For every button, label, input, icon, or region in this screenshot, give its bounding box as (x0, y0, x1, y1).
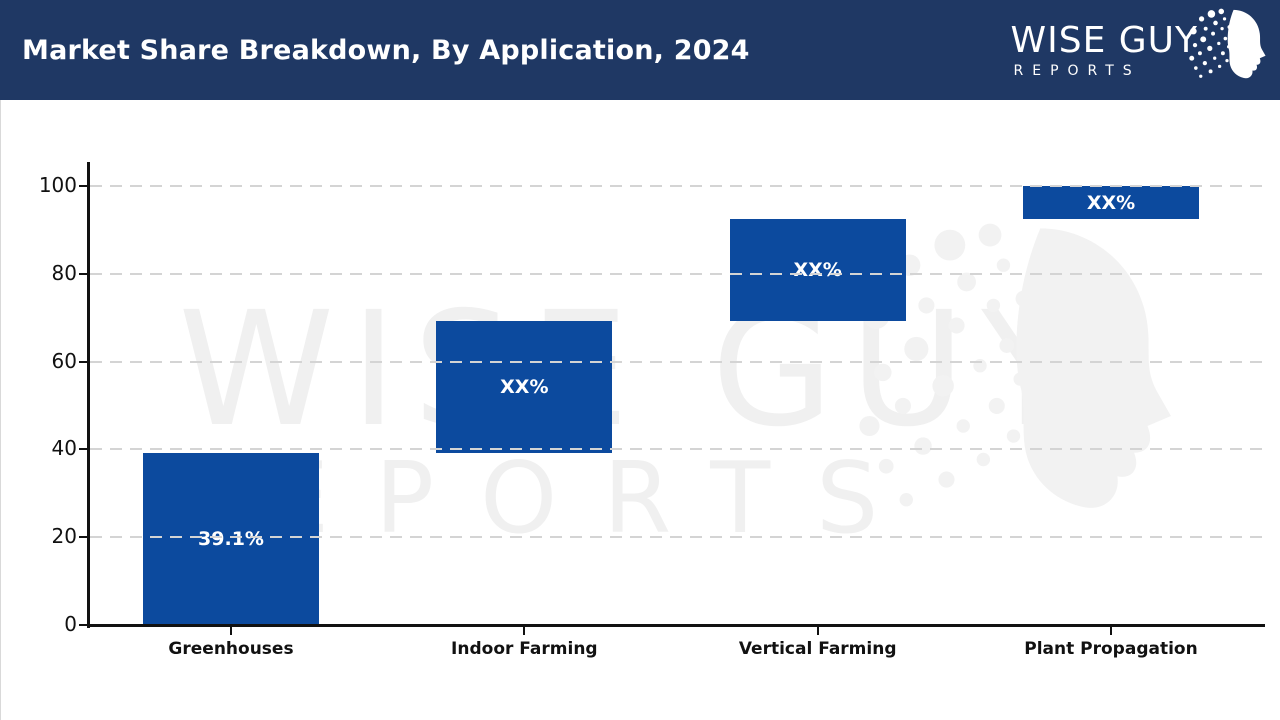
y-tickmark-100 (79, 185, 88, 187)
gridline-20 (90, 536, 1265, 539)
gridline-40 (90, 448, 1265, 451)
logo-text: WISE GUY REPORTS (1010, 19, 1199, 79)
y-tick-label-100: 100 (38, 173, 77, 197)
watermark-face-icon (859, 223, 1171, 508)
y-tick-label-60: 60 (51, 348, 77, 373)
bar-label-greenhouses: 39.1% (198, 528, 264, 551)
logo-wordmark: WISE GUY (1010, 19, 1198, 61)
y-axis-line (87, 162, 90, 628)
bar-vertical-farming: XX% (729, 219, 906, 322)
x-axis-label-plant-propagation: Plant Propagation (1024, 639, 1198, 659)
logo-subtext: REPORTS (1013, 62, 1141, 79)
bar-label-indoor-farming: XX% (500, 376, 549, 399)
y-tick-label-0: 0 (64, 612, 77, 636)
chart-title: Market Share Breakdown, By Application, … (22, 34, 750, 66)
bar-indoor-farming: XX% (436, 321, 613, 454)
x-tickmark-vertical-farming (816, 627, 819, 635)
x-tickmark-indoor-farming (523, 627, 526, 635)
x-axis-label-indoor-farming: Indoor Farming (451, 639, 598, 659)
x-axis-label-vertical-farming: Vertical Farming (738, 639, 897, 659)
y-tickmark-40 (79, 448, 88, 451)
x-tickmark-plant-propagation (1109, 627, 1112, 635)
wiseguy-logo: WISE GUY REPORTS (1011, 7, 1269, 93)
y-tickmark-0 (79, 624, 88, 626)
gridline-100 (90, 185, 1265, 187)
x-axis-label-greenhouses: Greenhouses (168, 639, 294, 659)
y-tickmark-60 (79, 360, 88, 363)
bar-label-vertical-farming: XX% (793, 259, 842, 282)
x-axis-line (87, 624, 1265, 627)
wiseguy-face-icon (1189, 8, 1266, 79)
header-bar: Market Share Breakdown, By Application, … (0, 0, 1280, 100)
y-tick-label-40: 40 (51, 436, 77, 461)
bar-label-plant-propagation: XX% (1086, 191, 1136, 214)
bar-plant-propagation: XX% (1022, 186, 1199, 220)
y-tick-label-20: 20 (51, 524, 77, 549)
y-tickmark-80 (79, 272, 88, 275)
gridline-80 (90, 272, 1265, 275)
y-tick-label-80: 80 (51, 260, 77, 285)
x-tickmark-greenhouses (230, 627, 232, 635)
y-tickmark-20 (79, 536, 88, 539)
bar-greenhouses: 39.1% (143, 453, 319, 625)
gridline-60 (90, 360, 1265, 363)
chart-area: WISE GUY REPORTS 39.1% XX% XX% XX% 0 20 40 60 80… (1, 100, 1280, 720)
